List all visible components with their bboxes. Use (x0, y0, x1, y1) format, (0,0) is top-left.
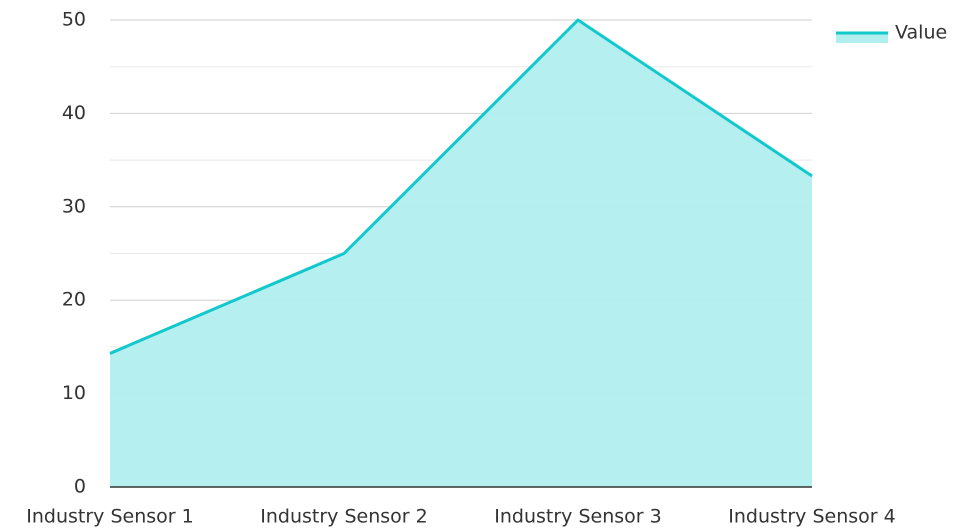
y-tick-label: 50 (62, 9, 86, 31)
x-tick-label: Industry Sensor 1 (26, 506, 193, 528)
y-tick-label: 10 (62, 382, 86, 404)
x-tick-label: Industry Sensor 4 (728, 506, 895, 528)
x-tick-label: Industry Sensor 2 (260, 506, 427, 528)
legend-swatch (836, 33, 888, 43)
x-tick-label: Industry Sensor 3 (494, 506, 661, 528)
y-tick-label: 40 (62, 102, 86, 124)
y-tick-label: 20 (62, 289, 86, 311)
y-tick-label: 30 (62, 195, 86, 217)
line (109, 18, 813, 355)
area (110, 20, 812, 487)
legend-label: Value (895, 22, 947, 44)
y-tick-label: 0 (74, 476, 86, 498)
